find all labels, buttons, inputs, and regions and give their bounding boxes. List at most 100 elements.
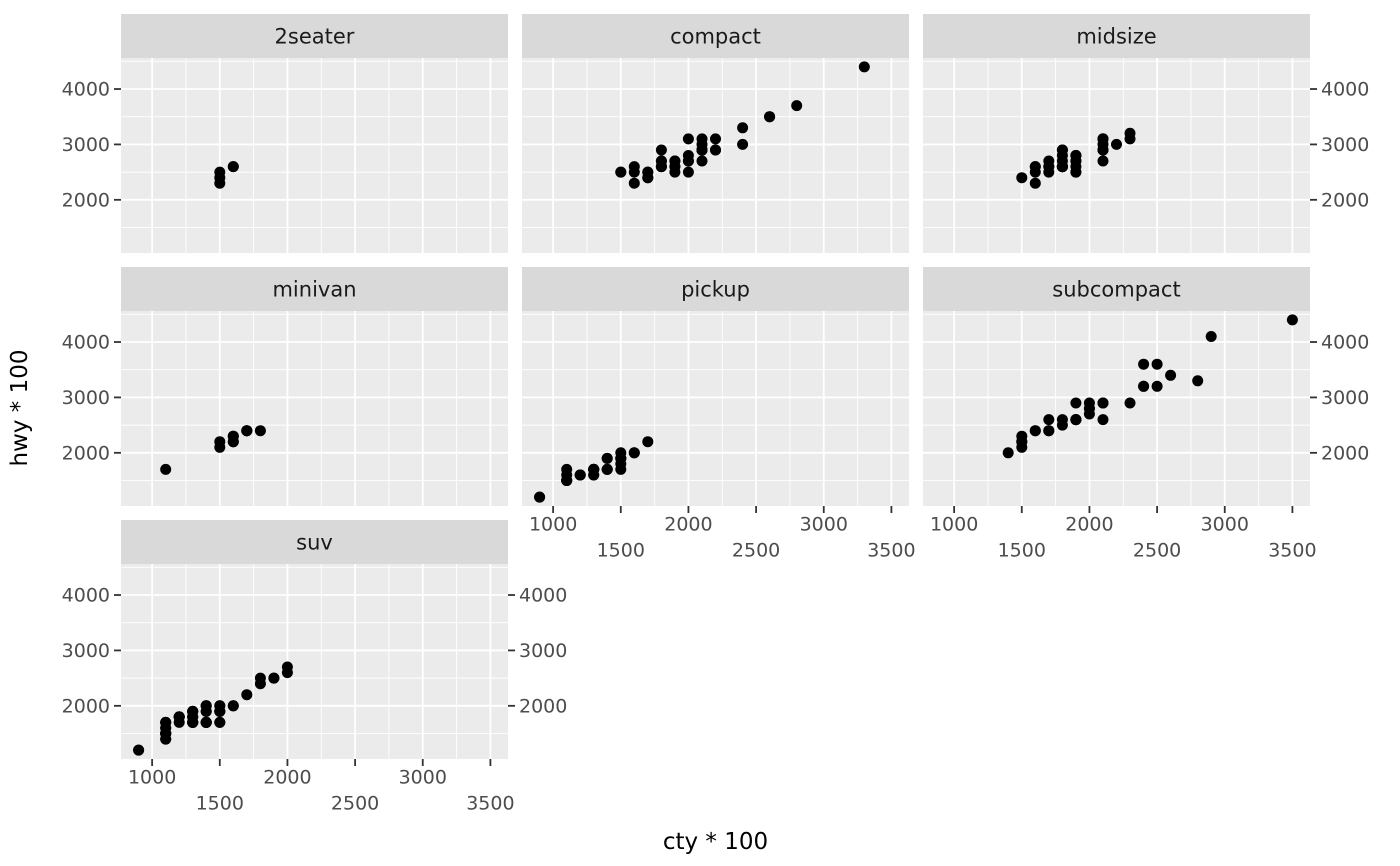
data-point (268, 672, 280, 684)
data-point (642, 436, 654, 448)
data-point (696, 144, 708, 156)
data-point (1083, 397, 1095, 409)
data-point (214, 441, 226, 453)
x-tick-label: 3500 (867, 540, 915, 562)
data-point (710, 133, 721, 145)
facet-panel-suv (121, 564, 508, 759)
x-tick-label: 2000 (263, 767, 311, 789)
data-point (1205, 331, 1217, 342)
data-point (1043, 161, 1055, 173)
x-tick-label: 1000 (930, 514, 978, 536)
y-tick-label: 2000 (1321, 189, 1369, 211)
y-tick-label: 4000 (519, 585, 567, 607)
data-point (669, 155, 681, 167)
data-point (574, 469, 586, 481)
data-point (1138, 358, 1150, 370)
data-point (1029, 161, 1041, 173)
x-tick-label: 2000 (664, 514, 712, 536)
facet-panel-subcompact (923, 311, 1310, 506)
x-tick-label: 1500 (597, 540, 645, 562)
data-point (214, 716, 226, 728)
x-axis-title: cty * 100 (662, 829, 769, 855)
y-tick-label: 3000 (1321, 387, 1369, 409)
data-point (1043, 414, 1055, 426)
data-point (858, 61, 870, 73)
data-point (601, 452, 613, 464)
data-point (615, 458, 627, 470)
data-point (1070, 397, 1082, 409)
data-point (160, 728, 172, 739)
data-point (281, 667, 293, 679)
y-tick-label: 2000 (62, 695, 110, 717)
y-tick-label: 4000 (1321, 79, 1369, 101)
data-point (1151, 380, 1163, 392)
facet-strip-compact (522, 14, 909, 58)
y-tick-label: 2000 (1321, 442, 1369, 464)
data-point (1124, 127, 1136, 139)
x-tick-label: 2500 (732, 540, 780, 562)
facet-strip-suv (121, 520, 508, 564)
data-point (1002, 447, 1014, 459)
y-tick-label: 2000 (519, 695, 567, 717)
x-tick-label: 1500 (196, 793, 244, 815)
y-tick-label: 4000 (62, 585, 110, 607)
data-point (133, 744, 145, 756)
y-tick-label: 3000 (62, 640, 110, 662)
facet-strip-midsize (923, 14, 1310, 58)
data-point (669, 166, 681, 178)
facet-strip-label: compact (670, 25, 761, 49)
facet-strip-label: minivan (272, 278, 356, 302)
facet-panel-minivan (121, 311, 508, 506)
data-point (628, 166, 640, 178)
data-point (1070, 166, 1082, 178)
data-point (227, 700, 239, 712)
data-point (601, 463, 613, 475)
data-point (227, 161, 239, 173)
facet-strip-label: subcompact (1052, 278, 1180, 302)
x-tick-label: 2500 (331, 793, 379, 815)
x-tick-label: 3500 (1268, 540, 1316, 562)
x-tick-label: 2500 (1133, 540, 1181, 562)
data-point (655, 155, 667, 167)
y-tick-label: 2000 (62, 442, 110, 464)
data-point (1165, 369, 1177, 381)
data-point (1070, 414, 1082, 426)
data-point (655, 144, 667, 156)
data-point (615, 166, 627, 178)
data-point (588, 463, 600, 475)
data-point (254, 678, 266, 690)
data-point (642, 172, 654, 184)
data-point (696, 133, 708, 145)
data-point (764, 111, 776, 123)
facet-panel-2seater (121, 58, 508, 253)
data-point (1029, 425, 1041, 437)
data-point (1029, 177, 1041, 189)
data-point (1111, 138, 1122, 150)
y-tick-label: 2000 (62, 189, 110, 211)
data-point (241, 425, 253, 437)
data-point (1070, 150, 1082, 161)
data-point (1056, 419, 1068, 431)
facet-strip-label: pickup (681, 278, 750, 302)
data-point (1124, 397, 1136, 409)
y-tick-label: 4000 (62, 332, 110, 354)
data-point (682, 166, 694, 178)
x-tick-label: 3500 (466, 793, 514, 815)
facet-strip-label: 2seater (275, 25, 355, 49)
data-point (1056, 144, 1068, 156)
y-tick-label: 3000 (62, 387, 110, 409)
x-tick-label: 2000 (1065, 514, 1113, 536)
data-point (173, 711, 185, 723)
y-tick-label: 3000 (62, 134, 110, 156)
y-tick-label: 3000 (519, 640, 567, 662)
data-point (1138, 380, 1150, 392)
x-tick-label: 3000 (399, 767, 447, 789)
data-point (737, 122, 749, 134)
data-point (200, 716, 212, 728)
data-point (1097, 155, 1109, 167)
data-point (1043, 425, 1055, 437)
data-point (214, 172, 226, 184)
facet-panel-pickup (522, 311, 909, 506)
